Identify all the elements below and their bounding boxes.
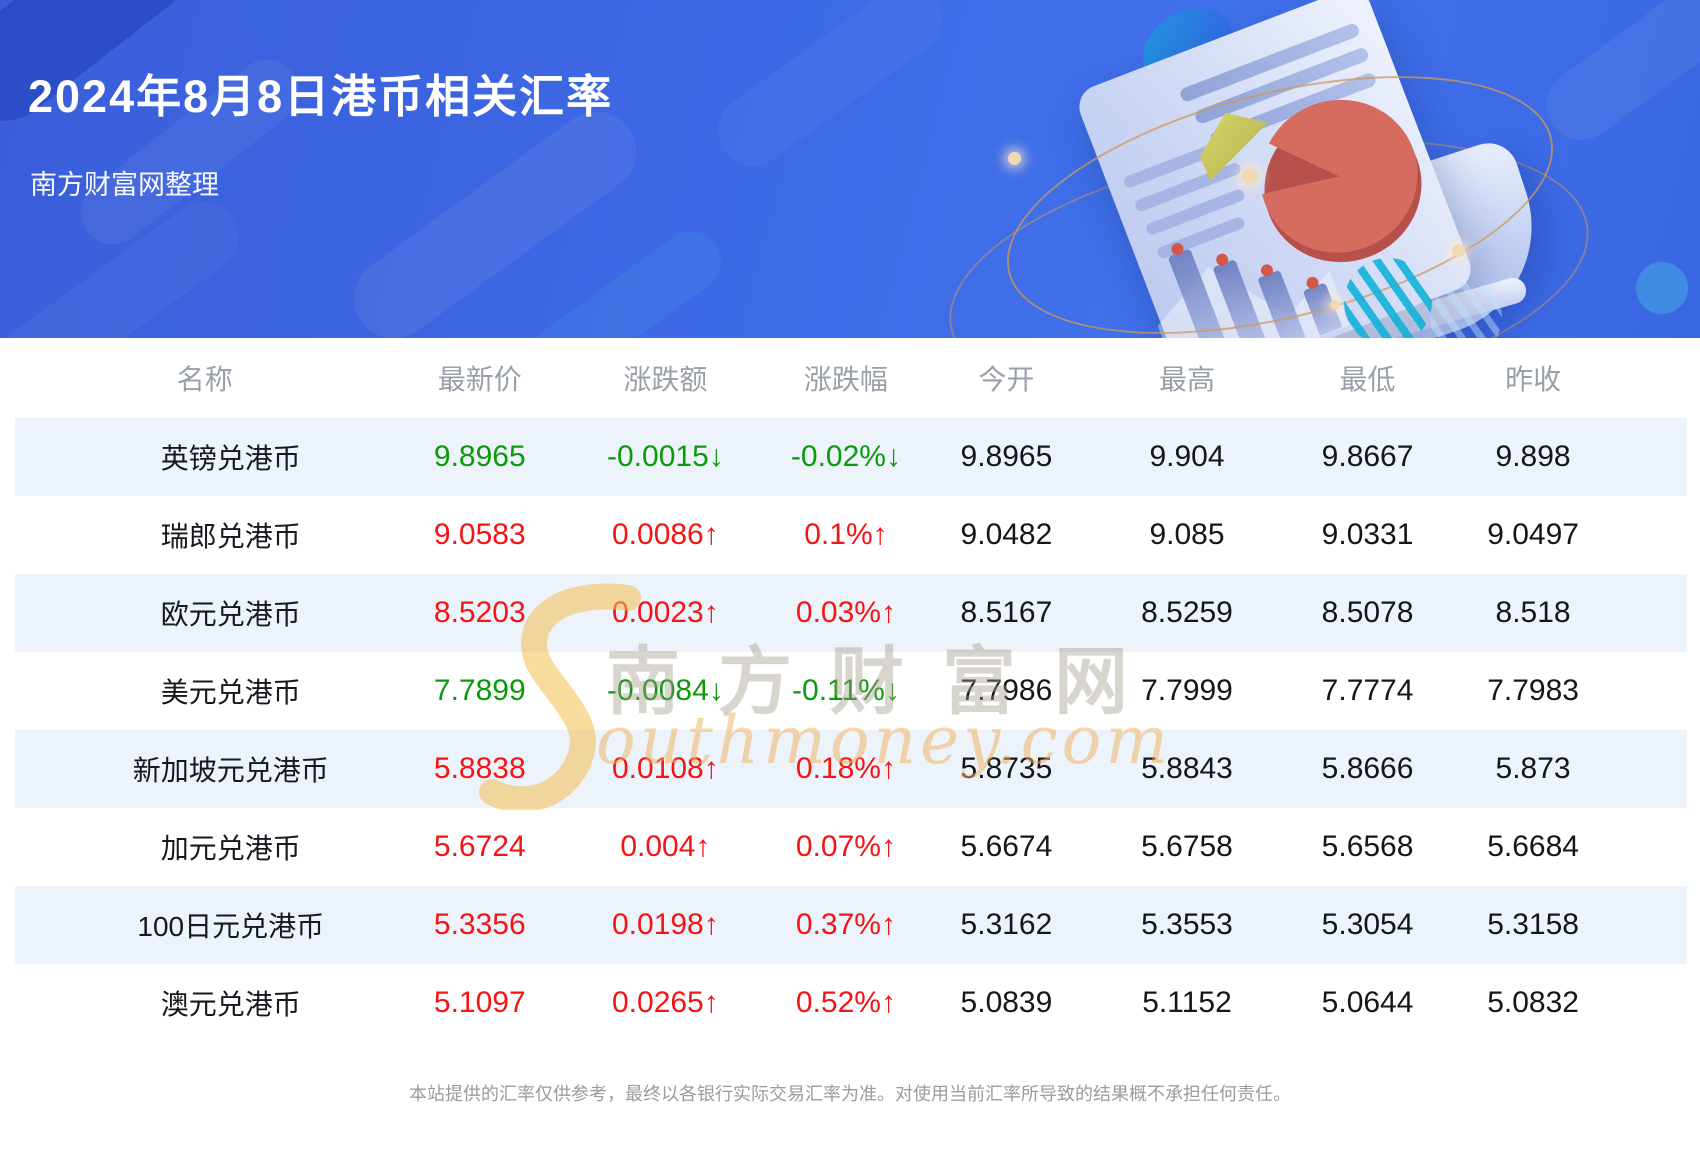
last-price-cell: 5.3356 [433,908,526,941]
change-percent-cell: 0.1%↑ [804,518,888,551]
table-body: 英镑兑港币 9.8965 -0.0015↓ -0.02%↓ 9.8965 9.904 9.8… [15,418,1687,1042]
currency-name-cell: 美元兑港币 [160,677,301,708]
high-price-cell: 5.8843 [1141,752,1233,785]
column-header-name: 名称 [176,364,233,395]
low-price-cell: 5.8666 [1321,752,1414,785]
rates-table: 名称 最新价 涨跌额 涨跌幅 今开 最高 最低 昨收 英镑兑港币 9.8965 -0… [15,338,1687,1042]
currency-name-cell: 加元兑港币 [160,833,301,864]
striped-circle-icon [1430,282,1502,338]
change-amount-cell: 0.0023↑ [611,596,719,629]
change-amount-cell: -0.0084↓ [607,674,724,707]
dot-circle-icon [1636,262,1688,314]
deco-pill [1532,0,1700,154]
open-price-cell: 5.3162 [960,908,1053,941]
open-price-cell: 5.0839 [960,986,1053,1019]
change-percent-cell: 0.37%↑ [795,908,896,941]
high-price-cell: 5.3553 [1141,908,1233,941]
table-row: 100日元兑港币 5.3356 0.0198↑ 0.37%↑ 5.3162 5.3553 5… [15,886,1687,964]
change-percent-cell: 0.18%↑ [795,752,896,785]
high-price-cell: 9.085 [1149,518,1225,551]
change-percent-cell: -0.02%↓ [790,440,901,473]
open-price-cell: 5.8735 [960,752,1053,785]
high-price-cell: 8.5259 [1141,596,1233,629]
column-header-last: 最新价 [437,364,522,395]
change-amount-cell: 0.0086↑ [611,518,719,551]
table-row: 英镑兑港币 9.8965 -0.0015↓ -0.02%↓ 9.8965 9.904 9.8… [15,418,1687,496]
currency-name-cell: 澳元兑港币 [160,989,301,1020]
orbit-bead [1242,168,1258,184]
prev-close-cell: 8.518 [1495,596,1571,629]
striped-circle-icon [1344,258,1432,338]
prev-close-cell: 7.7983 [1487,674,1579,707]
prev-close-cell: 9.898 [1495,440,1571,473]
currency-name-cell: 欧元兑港币 [160,599,301,630]
column-header-high: 最高 [1158,364,1215,395]
change-percent-cell: 0.03%↑ [795,596,896,629]
column-header-pct: 涨跌幅 [803,364,888,395]
table-row: 加元兑港币 5.6724 0.004↑ 0.07%↑ 5.6674 5.6758 5.656… [15,808,1687,886]
open-price-cell: 5.6674 [960,830,1053,863]
last-price-cell: 9.0583 [433,518,526,551]
change-amount-cell: 0.0265↑ [611,986,719,1019]
low-price-cell: 5.6568 [1321,830,1414,863]
last-price-cell: 5.6724 [433,830,526,863]
open-price-cell: 9.0482 [960,518,1053,551]
page-title: 2024年8月8日港币相关汇率 [28,71,614,122]
orbit-bead [1008,152,1021,165]
prev-close-cell: 5.873 [1495,752,1571,785]
column-header-change: 涨跌额 [623,364,708,395]
low-price-cell: 5.0644 [1321,986,1414,1019]
table-row: 美元兑港币 7.7899 -0.0084↓ -0.11%↓ 7.7986 7.7999 7.… [15,652,1687,730]
last-price-cell: 5.1097 [433,986,526,1019]
column-header-open: 今开 [978,364,1035,395]
high-price-cell: 5.1152 [1142,986,1232,1019]
change-amount-cell: 0.0108↑ [611,752,719,785]
change-amount-cell: 0.004↑ [620,830,711,863]
currency-name-cell: 瑞郎兑港币 [160,521,301,552]
last-price-cell: 5.8838 [433,752,526,785]
orbit-bead [1330,300,1340,310]
table-row: 新加坡元兑港币 5.8838 0.0108↑ 0.18%↑ 5.8735 5.8843 5.… [15,730,1687,808]
page-subtitle: 南方财富网整理 [30,170,219,200]
table-row: 瑞郎兑港币 9.0583 0.0086↑ 0.1%↑ 9.0482 9.085 9.0331… [15,496,1687,574]
low-price-cell: 9.8667 [1321,440,1414,473]
column-header-prev: 昨收 [1505,364,1562,395]
prev-close-cell: 5.3158 [1487,908,1579,941]
last-price-cell: 9.8965 [433,440,526,473]
currency-name-cell: 100日元兑港币 [137,911,325,942]
open-price-cell: 9.8965 [960,440,1053,473]
high-price-cell: 7.7999 [1141,674,1233,707]
change-percent-cell: -0.11%↓ [792,674,900,707]
high-price-cell: 5.6758 [1141,830,1233,863]
low-price-cell: 9.0331 [1321,518,1414,551]
table-header-row: 名称 最新价 涨跌额 涨跌幅 今开 最高 最低 昨收 [15,338,1687,418]
prev-close-cell: 9.0497 [1487,518,1579,551]
column-header-low: 最低 [1339,364,1396,395]
currency-name-cell: 新加坡元兑港币 [132,755,329,786]
change-percent-cell: 0.52%↑ [795,986,896,1019]
change-percent-cell: 0.07%↑ [795,830,896,863]
last-price-cell: 7.7899 [433,674,526,707]
prev-close-cell: 5.0832 [1487,986,1579,1019]
change-amount-cell: 0.0198↑ [611,908,719,941]
table-row: 澳元兑港币 5.1097 0.0265↑ 0.52%↑ 5.0839 5.1152 5.06… [15,964,1687,1042]
low-price-cell: 8.5078 [1321,596,1414,629]
open-price-cell: 7.7986 [960,674,1053,707]
low-price-cell: 5.3054 [1321,908,1414,941]
prev-close-cell: 5.6684 [1487,830,1579,863]
low-price-cell: 7.7774 [1321,674,1414,707]
change-amount-cell: -0.0015↓ [607,440,724,473]
open-price-cell: 8.5167 [960,596,1053,629]
deco-pill [704,0,956,180]
hero-banner: 2024年8月8日港币相关汇率 南方财富网整理 [0,0,1700,338]
table-row: 欧元兑港币 8.5203 0.0023↑ 0.03%↑ 8.5167 8.5259 8.50… [15,574,1687,652]
currency-name-cell: 英镑兑港币 [160,443,301,474]
high-price-cell: 9.904 [1149,440,1225,473]
disclaimer-text: 本站提供的汇率仅供参考，最终以各银行实际交易汇率为准。对使用当前汇率所导致的结果… [409,1084,1291,1104]
orbit-bead [1452,244,1465,257]
last-price-cell: 8.5203 [433,596,526,629]
